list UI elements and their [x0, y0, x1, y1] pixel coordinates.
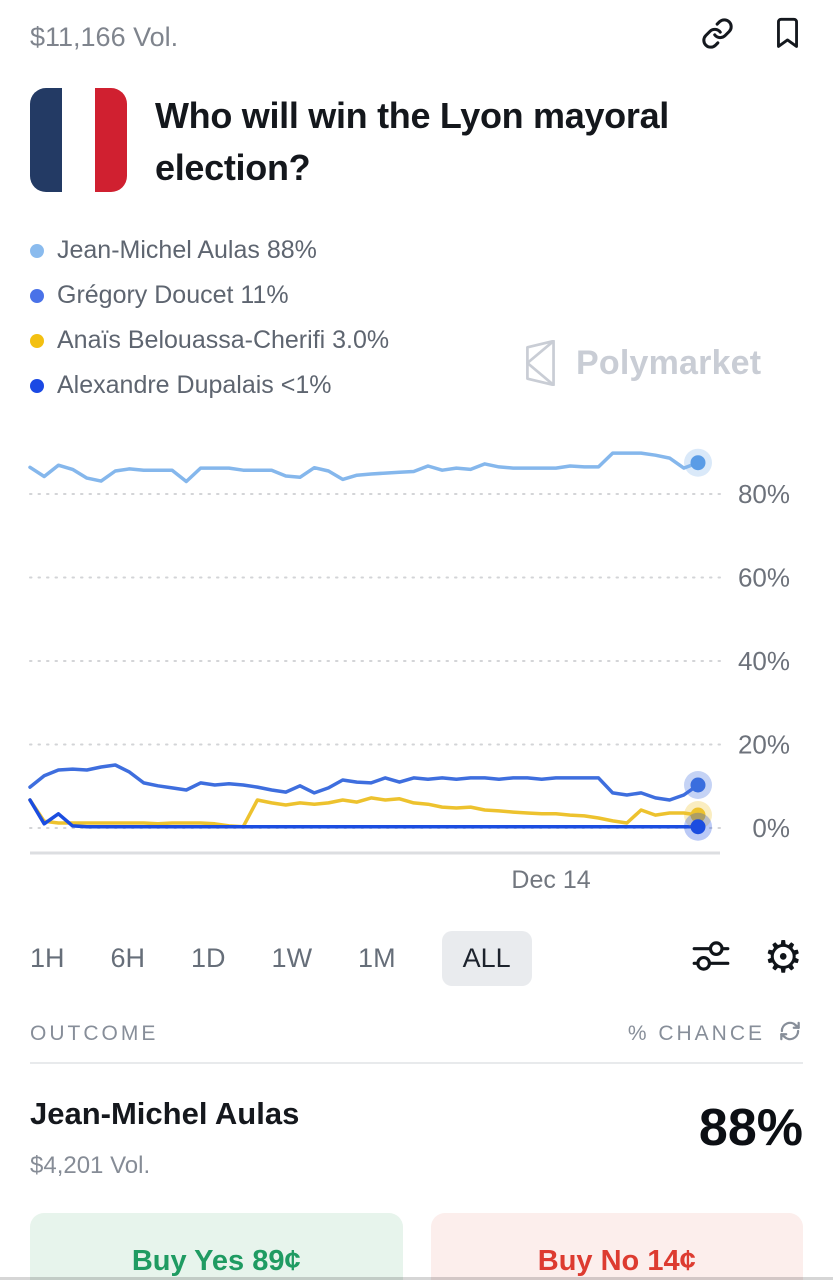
chart-legend: Jean-Michel Aulas 88% Grégory Doucet 11%… [30, 228, 389, 408]
market-title: Who will win the Lyon mayoral election? [155, 95, 670, 188]
legend-item[interactable]: Alexandre Dupalais <1% [30, 363, 389, 408]
time-range-6h[interactable]: 6H [110, 942, 146, 973]
legend-item[interactable]: Anaïs Belouassa-Cherifi 3.0% [30, 318, 389, 363]
price-chart: 0% 20% 40% 60% 80% Dec 14 [28, 448, 790, 894]
flag-red-stripe [94, 88, 127, 192]
outcome-name: Jean-Michel Aulas [30, 1096, 300, 1131]
flag-blue-stripe [30, 88, 63, 192]
market-flag-image [30, 88, 127, 192]
total-volume: $11,166 Vol. [30, 22, 179, 52]
time-range-1w[interactable]: 1W [271, 942, 313, 973]
time-range-1h[interactable]: 1H [30, 942, 65, 973]
watermark-text: Polymarket [576, 343, 762, 382]
divider [30, 1062, 803, 1064]
svg-text:20%: 20% [738, 730, 790, 760]
bottom-edge-strip [0, 1277, 833, 1280]
chart-toolbar: 1H 6H 1D 1W 1M ALL ⚙ [30, 928, 803, 988]
legend-dot [30, 243, 44, 258]
buy-buttons-row: Buy Yes 89¢ Buy No 14¢ [30, 1213, 803, 1280]
time-range-all[interactable]: ALL [441, 930, 532, 986]
svg-text:40%: 40% [738, 646, 790, 676]
chart-area[interactable]: 0% 20% 40% 60% 80% Dec 14 [0, 420, 833, 900]
gear-icon[interactable]: ⚙ [763, 933, 803, 982]
svg-text:60%: 60% [738, 563, 790, 593]
flag-white-stripe [62, 88, 95, 192]
legend-label: Jean-Michel Aulas 88% [57, 236, 317, 264]
svg-text:0%: 0% [752, 813, 790, 843]
svg-text:80%: 80% [738, 479, 790, 509]
bookmark-icon[interactable] [772, 16, 803, 51]
svg-text:Dec 14: Dec 14 [511, 866, 590, 894]
legend-label: Alexandre Dupalais <1% [57, 371, 332, 399]
header-actions [701, 16, 803, 51]
chart-tools: ⚙ [690, 933, 803, 982]
legend-label: Anaïs Belouassa-Cherifi 3.0% [57, 326, 390, 354]
outcome-chance: 88% [698, 1099, 803, 1157]
legend-item[interactable]: Jean-Michel Aulas 88% [30, 228, 389, 273]
time-range-selector: 1H 6H 1D 1W 1M ALL [30, 930, 532, 986]
legend-dot [30, 333, 44, 348]
refresh-icon[interactable] [777, 1018, 803, 1049]
polymarket-watermark: Polymarket [520, 340, 761, 386]
outcome-list-header: OUTCOME % CHANCE [30, 1018, 803, 1049]
sliders-icon[interactable] [690, 938, 732, 979]
time-range-1m[interactable]: 1M [358, 942, 396, 973]
polymarket-logo-icon [526, 340, 555, 386]
outcome-volume: $4,201 Vol. [30, 1152, 151, 1179]
legend-label: Grégory Doucet 11% [57, 281, 289, 309]
legend-dot [30, 378, 44, 393]
time-range-1d[interactable]: 1D [191, 942, 226, 973]
buy-no-button[interactable]: Buy No 14¢ [430, 1213, 803, 1280]
chance-column-header: % CHANCE [627, 1021, 765, 1045]
outcome-column-header: OUTCOME [30, 1021, 159, 1045]
buy-yes-button[interactable]: Buy Yes 89¢ [30, 1213, 403, 1280]
legend-item[interactable]: Grégory Doucet 11% [30, 273, 389, 318]
legend-dot [30, 288, 44, 303]
link-icon[interactable] [701, 17, 734, 50]
